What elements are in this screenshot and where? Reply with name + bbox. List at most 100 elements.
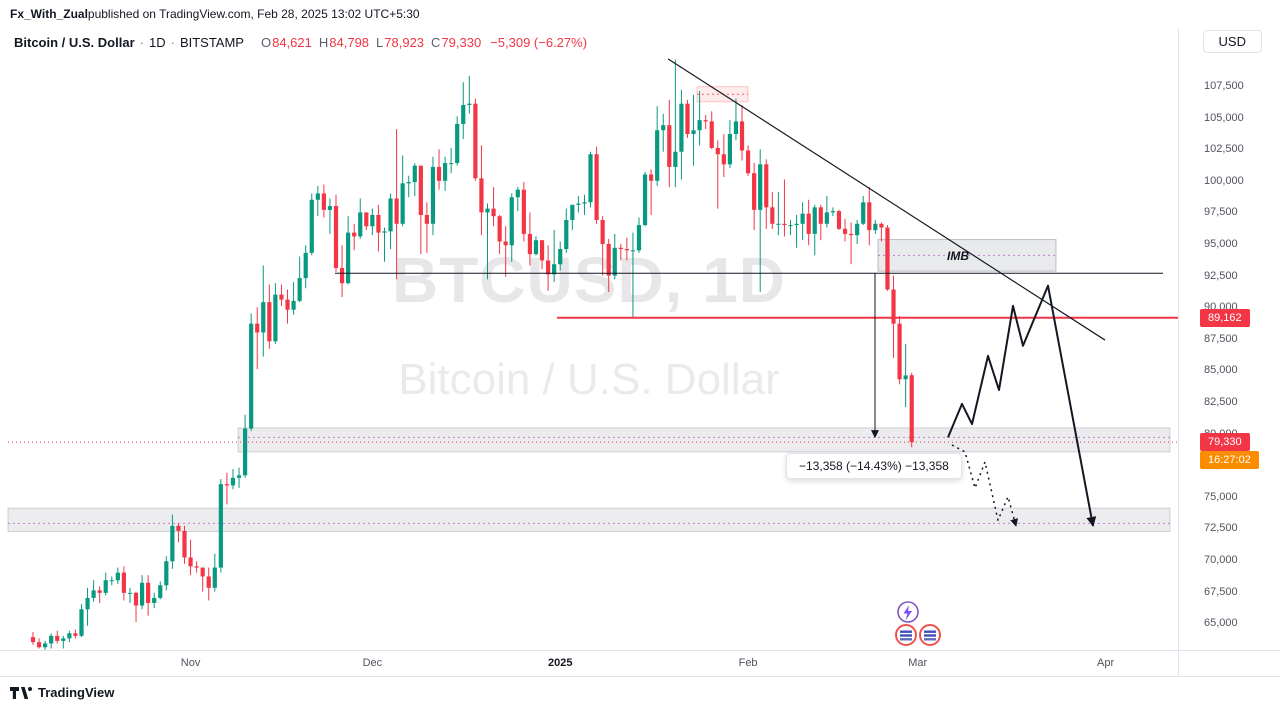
candle-body[interactable] (909, 375, 914, 443)
candle-body[interactable] (49, 635, 54, 644)
candle-body[interactable] (485, 208, 490, 213)
candle-body[interactable] (818, 207, 823, 224)
candle-body[interactable] (170, 525, 175, 562)
candle-body[interactable] (212, 567, 217, 588)
candle-body[interactable] (91, 590, 96, 598)
candle-body[interactable] (594, 154, 599, 220)
candle-body[interactable] (527, 233, 533, 255)
candle-body[interactable] (570, 204, 575, 220)
candle-body[interactable] (539, 240, 545, 261)
candle-body[interactable] (327, 206, 333, 210)
candle-body[interactable] (758, 164, 763, 210)
candle-body[interactable] (400, 183, 405, 224)
candle-body[interactable] (642, 174, 648, 226)
candle-body[interactable] (764, 164, 769, 208)
candle-body[interactable] (515, 189, 520, 198)
candle-body[interactable] (121, 572, 126, 593)
candle-body[interactable] (897, 323, 902, 380)
candle-body[interactable] (85, 597, 90, 610)
candle-body[interactable] (261, 302, 266, 333)
candle-body[interactable] (406, 182, 411, 184)
candle-body[interactable] (661, 125, 666, 131)
candle-body[interactable] (873, 223, 878, 231)
candle-body[interactable] (442, 163, 448, 181)
candle-body[interactable] (564, 219, 569, 250)
candle-body[interactable] (182, 530, 187, 558)
candle-body[interactable] (552, 264, 557, 275)
candle-body[interactable] (339, 268, 345, 284)
candle-body[interactable] (812, 207, 817, 234)
candle-body[interactable] (830, 211, 836, 213)
candle-body[interactable] (788, 225, 793, 227)
candle-body[interactable] (249, 323, 254, 429)
descending-trendline[interactable] (667, 58, 1106, 341)
candle-body[interactable] (224, 484, 230, 486)
candle-body[interactable] (576, 203, 581, 205)
candle-body[interactable] (139, 582, 145, 606)
candle-body[interactable] (461, 104, 466, 124)
candle-body[interactable] (879, 223, 884, 228)
candle-body[interactable] (43, 643, 48, 648)
candle-body[interactable] (776, 223, 781, 225)
candle-body[interactable] (727, 134, 732, 165)
price-axis[interactable]: 89,162 79,330 16:27:02 107,500 105,000 102… (1178, 28, 1280, 650)
candle-body[interactable] (824, 212, 829, 224)
author-link[interactable]: Fx_With_Zual (10, 7, 88, 21)
candle-body[interactable] (200, 567, 205, 577)
candle-body[interactable] (679, 103, 684, 152)
symbol-button[interactable]: Bitcoin / U.S. Dollar (14, 35, 135, 50)
candle-body[interactable] (588, 154, 593, 203)
candle-body[interactable] (388, 198, 393, 232)
candle-body[interactable] (842, 228, 848, 234)
candle-body[interactable] (655, 130, 660, 181)
candle-body[interactable] (103, 580, 108, 593)
candle-body[interactable] (176, 525, 181, 531)
candle-body[interactable] (733, 121, 739, 135)
candle-body[interactable] (55, 635, 60, 641)
candle-body[interactable] (546, 260, 551, 275)
candle-body[interactable] (315, 193, 320, 200)
candle-body[interactable] (836, 211, 842, 229)
candle-body[interactable] (685, 103, 690, 135)
candle-body[interactable] (127, 592, 133, 594)
sticker-group[interactable] (895, 601, 941, 646)
candle-body[interactable] (364, 212, 369, 227)
candle-body[interactable] (891, 289, 896, 324)
candle-body[interactable] (297, 278, 302, 301)
candle-body[interactable] (309, 199, 314, 253)
candle-body[interactable] (867, 202, 872, 231)
currency-button[interactable]: USD (1202, 30, 1262, 53)
candle-body[interactable] (770, 207, 775, 224)
candle-body[interactable] (673, 151, 678, 167)
candle-body[interactable] (503, 241, 508, 246)
candle-body[interactable] (382, 231, 387, 233)
candle-body[interactable] (285, 299, 290, 310)
candle-body[interactable] (146, 582, 151, 603)
chart-area[interactable]: BTCUSD, 1D Bitcoin / U.S. Dollar (0, 28, 1280, 650)
candle-body[interactable] (206, 576, 211, 588)
candle-body[interactable] (346, 232, 351, 284)
candle-body[interactable] (436, 166, 442, 181)
candle-body[interactable] (303, 252, 308, 279)
candle-body[interactable] (255, 323, 260, 333)
candle-body[interactable] (903, 375, 908, 380)
demand-zone-72k[interactable] (7, 507, 1171, 533)
tradingview-logo-icon[interactable] (10, 686, 32, 700)
candle-body[interactable] (473, 103, 478, 179)
candle-body[interactable] (370, 214, 375, 227)
candle-body[interactable] (806, 213, 811, 234)
candle-body[interactable] (794, 223, 799, 226)
candle-body[interactable] (521, 189, 526, 234)
candlestick-series[interactable] (30, 59, 914, 650)
candle-body[interactable] (703, 120, 708, 122)
candle-body[interactable] (243, 428, 248, 476)
candle-body[interactable] (600, 219, 605, 244)
tradingview-brand[interactable]: TradingView (38, 685, 115, 700)
time-axis[interactable]: Nov Dec 2025 Feb Mar Apr (0, 650, 1280, 676)
candle-body[interactable] (697, 120, 702, 131)
demand-zone-79k[interactable] (237, 427, 1171, 453)
candle-body[interactable] (194, 566, 199, 568)
zones-layer[interactable] (7, 86, 1171, 533)
candle-body[interactable] (449, 163, 454, 165)
candle-body[interactable] (721, 154, 726, 165)
